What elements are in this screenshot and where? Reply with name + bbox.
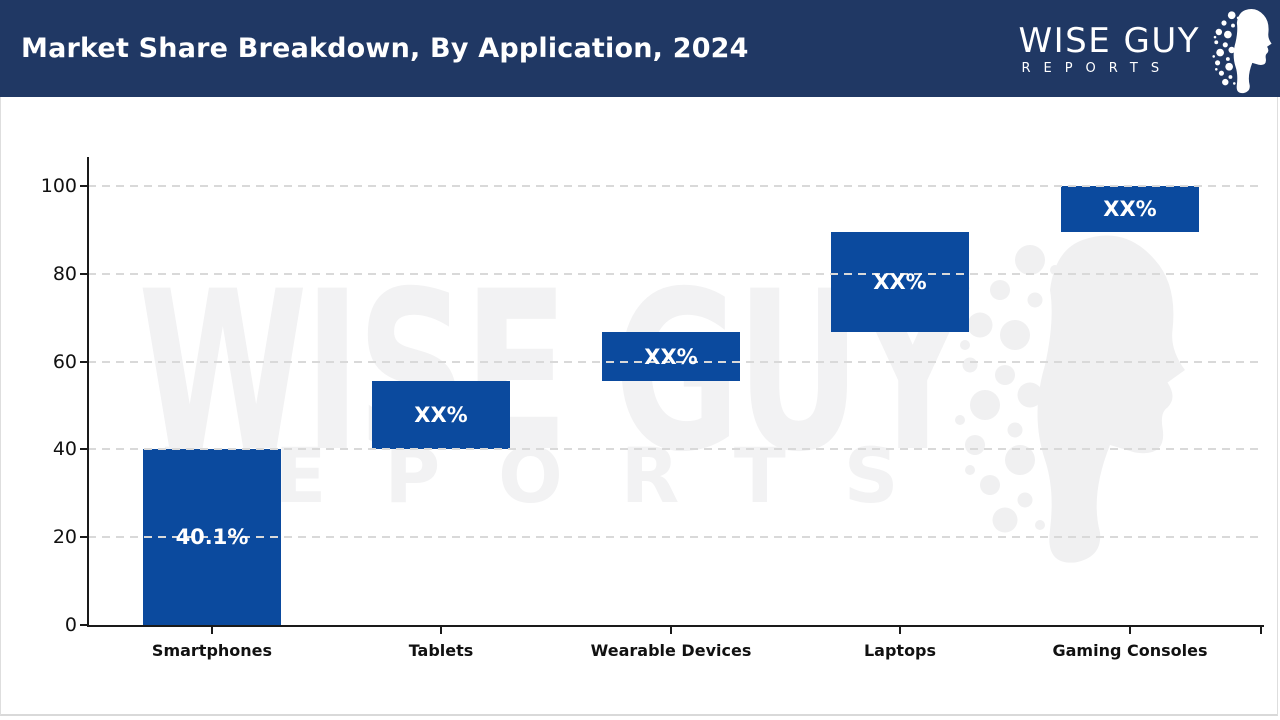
y-axis-tick <box>80 185 87 187</box>
bar-segment <box>831 232 969 332</box>
bar-value-label: XX% <box>873 269 927 294</box>
logo-subtext: REPORTS <box>1021 61 1173 76</box>
x-axis-tick <box>1260 627 1262 634</box>
bar-segment <box>372 381 510 449</box>
x-axis-tick <box>440 627 442 634</box>
watermark-wordmark: WISE GUY <box>138 244 968 500</box>
y-axis-tick-label: 80 <box>52 262 77 285</box>
bar-segment <box>1061 186 1199 233</box>
bar-value-label: 40.1% <box>175 524 249 549</box>
logo-wordmark: WISE GUY <box>1018 21 1200 61</box>
bar-value-label: XX% <box>1103 197 1157 222</box>
x-axis-category-label: Wearable Devices <box>590 641 752 660</box>
y-axis-tick <box>80 272 87 275</box>
watermark-face-icon <box>955 235 1185 563</box>
gridline <box>88 448 1262 451</box>
x-axis-category-label: Smartphones <box>151 641 273 660</box>
x-axis-category-label: Laptops <box>863 641 937 660</box>
gridline <box>88 536 1262 539</box>
y-axis-tick-label: 60 <box>52 350 77 373</box>
x-axis-tick <box>670 627 672 634</box>
y-axis-tick <box>80 624 87 626</box>
x-axis-line <box>87 625 1264 627</box>
y-axis-tick-label: 40 <box>52 438 77 461</box>
x-axis-category-label: Tablets <box>408 641 474 660</box>
bar-value-label: XX% <box>644 344 698 369</box>
bar-segment <box>602 331 740 382</box>
y-axis-tick-label: 0 <box>64 614 77 636</box>
y-axis-tick <box>80 448 87 451</box>
x-axis-tick <box>899 627 901 634</box>
gridline <box>88 360 1262 363</box>
brand-logo: WISE GUY REPORTS <box>1018 0 1280 97</box>
y-axis-tick-label: 100 <box>40 175 77 197</box>
y-axis-line <box>87 157 89 627</box>
x-axis-tick <box>211 627 213 634</box>
bar-value-label: XX% <box>414 403 468 428</box>
y-axis-tick-label: 20 <box>52 526 77 549</box>
logo-text: WISE GUY REPORTS <box>1018 24 1200 76</box>
header-bar: Market Share Breakdown, By Application, … <box>0 0 1280 97</box>
gridline <box>88 272 1262 275</box>
gridline <box>88 185 1262 187</box>
chart-title: Market Share Breakdown, By Application, … <box>21 33 749 64</box>
x-axis-category-label: Gaming Consoles <box>1052 641 1208 660</box>
logo-face-icon <box>1212 8 1272 94</box>
x-axis-tick <box>1129 627 1131 634</box>
y-axis-tick <box>80 360 87 363</box>
y-axis-tick <box>80 536 87 539</box>
